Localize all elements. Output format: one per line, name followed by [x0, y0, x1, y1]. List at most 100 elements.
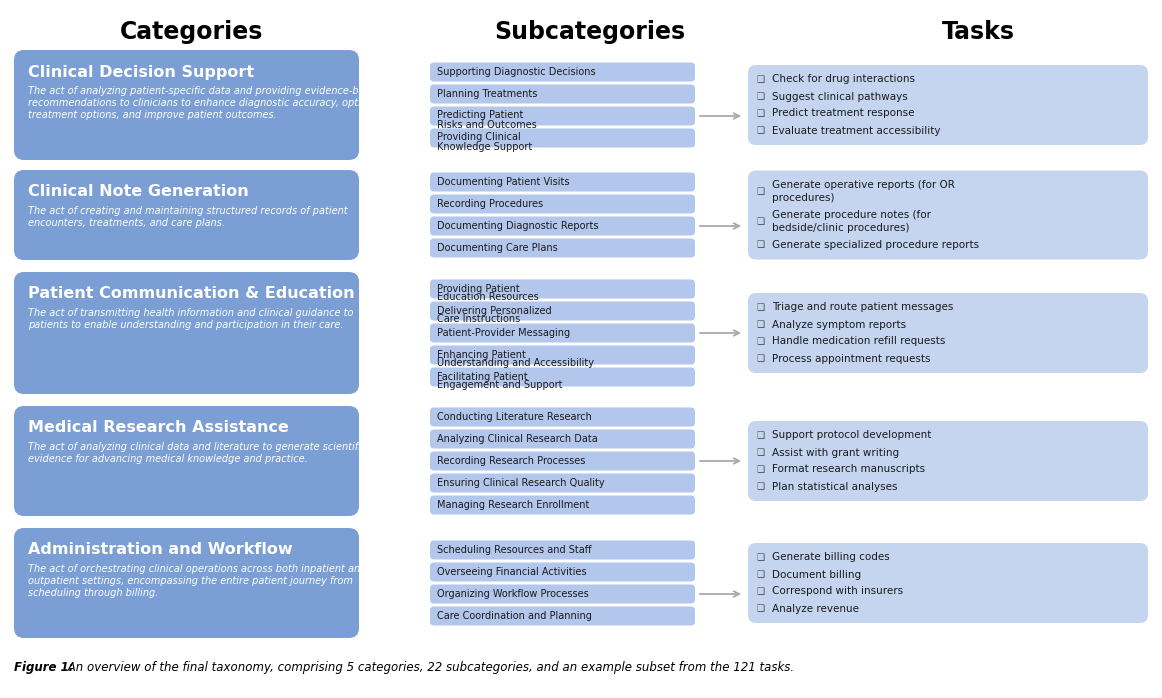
FancyBboxPatch shape — [430, 216, 695, 235]
Text: Planning Treatments: Planning Treatments — [437, 89, 537, 99]
Text: Correspond with insurers: Correspond with insurers — [772, 586, 903, 597]
Text: Handle medication refill requests: Handle medication refill requests — [772, 336, 946, 346]
FancyBboxPatch shape — [430, 452, 695, 470]
FancyBboxPatch shape — [430, 195, 695, 214]
Text: Risks and Outcomes: Risks and Outcomes — [437, 119, 537, 130]
FancyBboxPatch shape — [14, 406, 359, 516]
Text: Analyze symptom reports: Analyze symptom reports — [772, 320, 906, 329]
Text: Predicting Patient: Predicting Patient — [437, 110, 523, 121]
Text: Analyze revenue: Analyze revenue — [772, 604, 859, 614]
Text: Documenting Diagnostic Reports: Documenting Diagnostic Reports — [437, 221, 598, 231]
Text: The act of analyzing patient-specific data and providing evidence-based: The act of analyzing patient-specific da… — [28, 86, 382, 96]
FancyBboxPatch shape — [748, 421, 1148, 501]
Text: ❑: ❑ — [756, 187, 765, 196]
FancyBboxPatch shape — [430, 128, 695, 147]
FancyBboxPatch shape — [430, 563, 695, 581]
Text: ❑: ❑ — [756, 303, 765, 312]
Text: Documenting Care Plans: Documenting Care Plans — [437, 243, 558, 253]
Text: ❑: ❑ — [756, 109, 765, 118]
Text: Analyzing Clinical Research Data: Analyzing Clinical Research Data — [437, 434, 597, 444]
Text: Managing Research Enrollment: Managing Research Enrollment — [437, 500, 589, 510]
FancyBboxPatch shape — [430, 429, 695, 449]
Text: Assist with grant writing: Assist with grant writing — [772, 447, 899, 457]
FancyBboxPatch shape — [430, 107, 695, 126]
Text: treatment options, and improve patient outcomes.: treatment options, and improve patient o… — [28, 110, 277, 120]
Text: Support protocol development: Support protocol development — [772, 431, 932, 440]
Text: An overview of the final taxonomy, comprising 5 categories, 22 subcategories, an: An overview of the final taxonomy, compr… — [64, 662, 794, 674]
Text: Figure 1:: Figure 1: — [14, 662, 73, 674]
Text: Generate specialized procedure reports: Generate specialized procedure reports — [772, 240, 980, 250]
FancyBboxPatch shape — [14, 170, 359, 260]
Text: Process appointment requests: Process appointment requests — [772, 353, 931, 364]
Text: ❑: ❑ — [756, 92, 765, 101]
Text: Engagement and Support: Engagement and Support — [437, 380, 562, 390]
Text: Patient-Provider Messaging: Patient-Provider Messaging — [437, 328, 571, 338]
Text: ❑: ❑ — [756, 320, 765, 329]
FancyBboxPatch shape — [430, 346, 695, 364]
FancyBboxPatch shape — [430, 473, 695, 493]
Text: Recording Procedures: Recording Procedures — [437, 199, 543, 209]
Text: ❑: ❑ — [756, 448, 765, 457]
FancyBboxPatch shape — [430, 323, 695, 343]
Text: Providing Patient: Providing Patient — [437, 283, 519, 293]
Text: The act of transmitting health information and clinical guidance to: The act of transmitting health informati… — [28, 308, 353, 318]
FancyBboxPatch shape — [748, 543, 1148, 623]
FancyBboxPatch shape — [430, 584, 695, 604]
Text: Organizing Workflow Processes: Organizing Workflow Processes — [437, 589, 589, 599]
FancyBboxPatch shape — [430, 279, 695, 299]
FancyBboxPatch shape — [430, 368, 695, 387]
Text: Triage and route patient messages: Triage and route patient messages — [772, 302, 953, 313]
Text: Recording Research Processes: Recording Research Processes — [437, 456, 586, 466]
Text: Clinical Decision Support: Clinical Decision Support — [28, 64, 254, 80]
Text: Care Coordination and Planning: Care Coordination and Planning — [437, 611, 591, 621]
Text: Enhancing Patient: Enhancing Patient — [437, 350, 526, 359]
FancyBboxPatch shape — [430, 408, 695, 426]
Text: The act of creating and maintaining structured records of patient: The act of creating and maintaining stru… — [28, 206, 347, 216]
Text: evidence for advancing medical knowledge and practice.: evidence for advancing medical knowledge… — [28, 454, 308, 464]
Text: Check for drug interactions: Check for drug interactions — [772, 75, 914, 84]
Text: ❑: ❑ — [756, 217, 765, 226]
Text: Generate billing codes: Generate billing codes — [772, 553, 890, 563]
Text: Understanding and Accessibility: Understanding and Accessibility — [437, 359, 594, 369]
Text: procedures): procedures) — [772, 193, 834, 203]
Text: ❑: ❑ — [756, 241, 765, 249]
Text: Education Resources: Education Resources — [437, 292, 539, 302]
Text: Ensuring Clinical Research Quality: Ensuring Clinical Research Quality — [437, 478, 604, 488]
Text: Subcategories: Subcategories — [495, 20, 686, 44]
Text: Medical Research Assistance: Medical Research Assistance — [28, 420, 289, 436]
Text: Scheduling Resources and Staff: Scheduling Resources and Staff — [437, 545, 591, 555]
Text: Conducting Literature Research: Conducting Literature Research — [437, 412, 591, 422]
Text: patients to enable understanding and participation in their care.: patients to enable understanding and par… — [28, 320, 344, 330]
Text: ❑: ❑ — [756, 431, 765, 440]
Text: Generate procedure notes (for: Generate procedure notes (for — [772, 210, 931, 220]
Text: ❑: ❑ — [756, 587, 765, 596]
Text: scheduling through billing.: scheduling through billing. — [28, 588, 158, 598]
Text: Categories: Categories — [121, 20, 264, 44]
Text: Care Instructions: Care Instructions — [437, 315, 521, 325]
FancyBboxPatch shape — [430, 540, 695, 560]
FancyBboxPatch shape — [430, 607, 695, 625]
Text: outpatient settings, encompassing the entire patient journey from: outpatient settings, encompassing the en… — [28, 576, 353, 586]
FancyBboxPatch shape — [430, 302, 695, 320]
FancyBboxPatch shape — [430, 496, 695, 514]
Text: Generate operative reports (for OR: Generate operative reports (for OR — [772, 180, 955, 190]
Text: ❑: ❑ — [756, 482, 765, 491]
Text: Knowledge Support: Knowledge Support — [437, 142, 532, 151]
FancyBboxPatch shape — [430, 63, 695, 82]
Text: Document billing: Document billing — [772, 570, 861, 579]
FancyBboxPatch shape — [748, 65, 1148, 145]
Text: Facilitating Patient: Facilitating Patient — [437, 371, 528, 382]
Text: ❑: ❑ — [756, 75, 765, 84]
Text: The act of analyzing clinical data and literature to generate scientific: The act of analyzing clinical data and l… — [28, 442, 366, 452]
Text: recommendations to clinicians to enhance diagnostic accuracy, optimize: recommendations to clinicians to enhance… — [28, 98, 385, 108]
Text: Providing Clinical: Providing Clinical — [437, 133, 521, 142]
Text: Suggest clinical pathways: Suggest clinical pathways — [772, 91, 908, 101]
Text: Administration and Workflow: Administration and Workflow — [28, 542, 293, 558]
FancyBboxPatch shape — [748, 170, 1148, 260]
Text: encounters, treatments, and care plans.: encounters, treatments, and care plans. — [28, 218, 225, 228]
Text: Clinical Note Generation: Clinical Note Generation — [28, 184, 249, 200]
Text: ❑: ❑ — [756, 465, 765, 474]
Text: Overseeing Financial Activities: Overseeing Financial Activities — [437, 567, 587, 577]
FancyBboxPatch shape — [430, 239, 695, 258]
Text: ❑: ❑ — [756, 553, 765, 562]
